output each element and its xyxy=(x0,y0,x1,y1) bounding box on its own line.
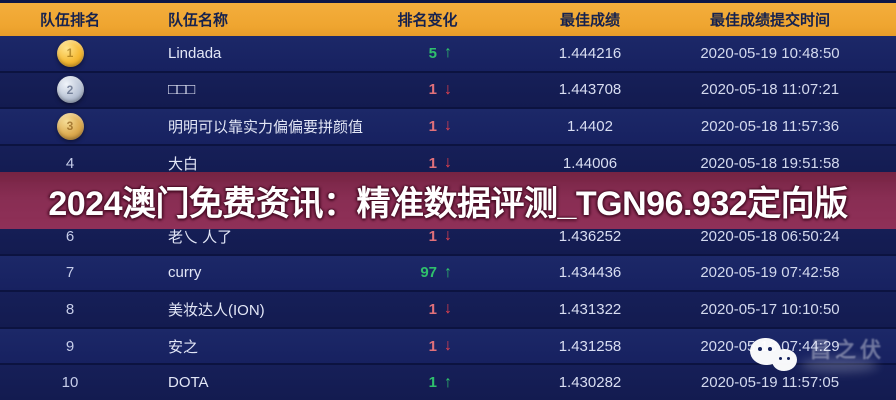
submit-time: 2020-05-18 11:57:36 xyxy=(700,117,840,135)
arrow-up-icon: ↑ xyxy=(444,263,452,281)
rank-cell: 10 xyxy=(61,374,79,392)
rank-change-value: 1 xyxy=(428,81,437,99)
gold-medal-icon: 1 xyxy=(56,39,84,67)
submit-time: 2020-05-19 10:48:50 xyxy=(700,44,840,62)
best-score: 1.443708 xyxy=(558,81,622,99)
rank-cell: 2 xyxy=(0,76,140,104)
best-score: 1.436252 xyxy=(558,227,622,245)
rank-cell: 7 xyxy=(65,264,75,282)
column-header-rank: 队伍排名 xyxy=(39,12,100,29)
rank-cell: 9 xyxy=(65,337,75,355)
submit-time: 2020-05-18 11:07:21 xyxy=(700,81,840,99)
rank-cell: 1 xyxy=(0,39,140,67)
table-row: 9 安之 1 ↓ 1.431258 2020-05-18 07:44:29 xyxy=(0,326,896,364)
submit-time: 2020-05-19 07:42:58 xyxy=(700,264,840,282)
rank-change-cell: 1 ↓ xyxy=(375,301,480,318)
team-name: DOTA xyxy=(168,374,209,392)
table-header: 队伍排名 队伍名称 排名变化 最佳成绩 最佳成绩提交时间 xyxy=(0,0,896,36)
rank-change-cell: 1 ↓ xyxy=(375,228,480,245)
team-name: □□□ xyxy=(168,81,196,99)
submit-time: 2020-05-18 06:50:24 xyxy=(700,227,840,245)
team-name: 美妆达人(ION) xyxy=(168,301,265,319)
best-score: 1.434436 xyxy=(558,264,622,282)
rank-change-cell: 5 ↑ xyxy=(375,45,480,62)
table-row: 1 Lindada 5 ↑ 1.444216 2020-05-19 10:48:… xyxy=(0,36,896,71)
table-row: 8 美妆达人(ION) 1 ↓ 1.431322 2020-05-17 10:1… xyxy=(0,290,896,327)
best-score: 1.4402 xyxy=(567,117,613,135)
team-name: 大白 xyxy=(168,155,199,173)
bronze-medal-icon: 3 xyxy=(56,112,84,140)
rank-change-value: 97 xyxy=(420,264,437,282)
arrow-down-icon: ↓ xyxy=(444,337,452,355)
silver-medal-icon: 2 xyxy=(56,76,84,104)
team-name: 安之 xyxy=(168,338,199,356)
rank-change-cell: 97 ↑ xyxy=(375,264,480,281)
rank-change-cell: 1 ↓ xyxy=(375,338,480,355)
rank-change-value: 1 xyxy=(428,374,437,392)
team-name: 老乀 人了 xyxy=(168,228,233,246)
rank-change-cell: 1 ↓ xyxy=(375,155,480,172)
arrow-down-icon: ↓ xyxy=(444,154,452,172)
submit-time: 2020-05-19 11:57:05 xyxy=(700,374,840,392)
column-header-time: 最佳成绩提交时间 xyxy=(709,12,830,29)
best-score: 1.430282 xyxy=(558,374,622,392)
column-header-name: 队伍名称 xyxy=(168,12,229,29)
rank-cell: 6 xyxy=(65,227,75,245)
rank-change-value: 1 xyxy=(428,300,437,318)
ad-banner-text: 2024澳门免费资讯：精准数据评测_TGN96.932定向版 xyxy=(48,185,848,223)
arrow-up-icon: ↑ xyxy=(444,373,452,391)
arrow-down-icon: ↓ xyxy=(444,80,452,98)
arrow-down-icon: ↓ xyxy=(444,117,452,135)
team-name: Lindada xyxy=(168,44,222,62)
table-row: 7 curry 97 ↑ 1.434436 2020-05-19 07:42:5… xyxy=(0,253,896,291)
rank-change-value: 1 xyxy=(428,227,437,245)
team-name: 明明可以靠实力偏偏要拼颜值 xyxy=(168,118,364,136)
rank-change-cell: 1 ↓ xyxy=(375,118,480,135)
submit-time: 2020-05-17 10:10:50 xyxy=(700,300,840,318)
column-header-change: 排名变化 xyxy=(397,12,458,29)
wechat-icon xyxy=(748,334,804,376)
arrow-down-icon: ↓ xyxy=(444,227,452,245)
column-header-score: 最佳成绩 xyxy=(559,12,620,29)
best-score: 1.431258 xyxy=(558,337,622,355)
ad-banner-overlay[interactable]: 2024澳门免费资讯：精准数据评测_TGN96.932定向版 xyxy=(0,172,896,229)
rank-change-value: 5 xyxy=(428,44,437,62)
rank-cell: 8 xyxy=(65,300,75,318)
wipe-smudge xyxy=(800,358,878,372)
arrow-up-icon: ↑ xyxy=(444,44,452,62)
watermark-text: 昌之伏 xyxy=(810,339,885,362)
table-row: 3 明明可以靠实力偏偏要拼颜值 1 ↓ 1.4402 2020-05-18 11… xyxy=(0,107,896,144)
rank-cell: 4 xyxy=(65,154,75,172)
team-name: curry xyxy=(168,264,202,282)
best-score: 1.444216 xyxy=(558,44,622,62)
watermark: 昌之伏 xyxy=(748,334,885,376)
best-score: 1.431322 xyxy=(558,300,622,318)
table-row: 2 □□□ 1 ↓ 1.443708 2020-05-18 11:07:21 xyxy=(0,70,896,108)
rank-change-value: 1 xyxy=(428,117,437,135)
rank-change-cell: 1 ↑ xyxy=(375,374,480,391)
best-score: 1.44006 xyxy=(562,154,618,172)
submit-time: 2020-05-18 19:51:58 xyxy=(700,154,840,172)
rank-cell: 3 xyxy=(0,112,140,140)
wechat-bubble-small xyxy=(772,349,797,371)
rank-change-value: 1 xyxy=(428,154,437,172)
rank-change-value: 1 xyxy=(428,337,437,355)
rank-change-cell: 1 ↓ xyxy=(375,81,480,98)
table-row: 10 DOTA 1 ↑ 1.430282 2020-05-19 11:57:05 xyxy=(0,363,896,400)
arrow-down-icon: ↓ xyxy=(444,300,452,318)
